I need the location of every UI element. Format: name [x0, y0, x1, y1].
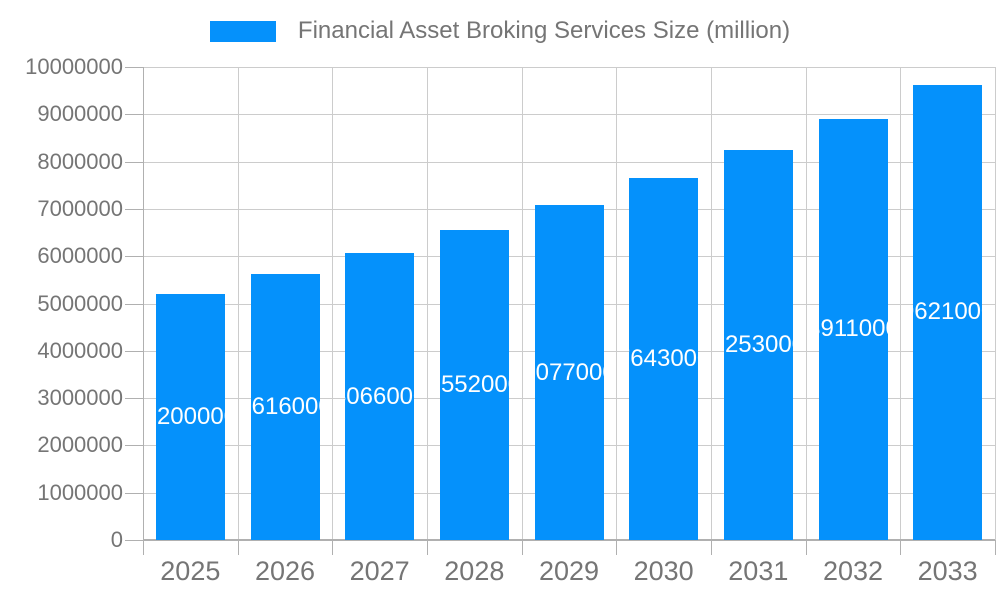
x-axis-label: 2032	[822, 556, 884, 586]
gridline-vertical	[332, 67, 334, 540]
chart-legend: Financial Asset Broking Services Size (m…	[0, 16, 1000, 46]
x-axis-label: 2031	[728, 556, 789, 586]
y-axis-label: 4000000	[37, 337, 123, 363]
bar-value-label: 9621000	[913, 298, 982, 326]
x-axis-line	[143, 539, 995, 541]
bar-2029: 7077000	[534, 205, 604, 540]
x-axis-tick	[900, 540, 902, 555]
x-axis-tick	[711, 540, 712, 555]
x-axis-tick	[805, 540, 807, 555]
y-axis-tick	[125, 445, 143, 447]
y-axis-tick	[125, 67, 143, 68]
y-axis-label: 3000000	[37, 385, 123, 411]
y-axis-label: 2000000	[37, 432, 123, 458]
gridline-horizontal	[143, 67, 995, 68]
gridline-vertical	[805, 67, 807, 540]
y-axis-tick	[125, 114, 143, 116]
gridline-vertical	[237, 67, 239, 540]
legend-label: Financial Asset Broking Services Size (m…	[297, 17, 791, 44]
x-axis-tick	[427, 540, 428, 555]
y-axis-label: 7000000	[37, 195, 123, 221]
bar-value-label: 8253000	[724, 330, 793, 358]
x-axis-tick	[521, 540, 523, 555]
y-axis-tick	[125, 256, 143, 258]
x-axis-label: 2028	[444, 556, 505, 586]
gridline-vertical	[711, 67, 712, 540]
x-axis-label: 2029	[538, 556, 600, 586]
gridline-horizontal	[143, 114, 995, 116]
y-axis-tick	[125, 208, 143, 210]
bar-2030: 7643000	[629, 178, 699, 540]
bar-2025: 5200000	[155, 294, 225, 540]
y-axis-label: 6000000	[37, 243, 123, 269]
bar-value-label: 8911000	[819, 315, 888, 343]
bar-2027: 6066000	[345, 253, 415, 540]
bar-value-label: 5616000	[251, 393, 320, 421]
x-axis-tick	[616, 540, 618, 555]
y-axis-tick	[125, 492, 143, 494]
y-axis-tick	[125, 303, 143, 305]
bar-2026: 5616000	[250, 274, 320, 540]
x-axis-label: 2030	[633, 556, 694, 586]
y-axis-tick	[125, 398, 143, 400]
bar-2032: 8911000	[818, 118, 888, 540]
bar-value-label: 6552000	[440, 371, 509, 399]
y-axis-label: 5000000	[37, 290, 123, 316]
y-axis-tick	[125, 161, 143, 163]
gridline-vertical	[995, 67, 996, 540]
bar-value-label: 6066000	[345, 382, 414, 410]
x-axis-tick	[143, 540, 144, 555]
bar-2033: 9621000	[913, 84, 983, 540]
y-axis-tick	[125, 540, 143, 541]
x-axis-label: 2025	[160, 556, 221, 586]
bar-value-label: 7643000	[629, 345, 698, 373]
gridline-vertical	[427, 67, 428, 540]
bar-2031: 8253000	[723, 149, 793, 540]
gridline-vertical	[900, 67, 902, 540]
y-axis-label: 9000000	[37, 101, 123, 127]
gridline-vertical	[616, 67, 618, 540]
x-axis-label: 2027	[349, 556, 410, 586]
y-axis-label: 1000000	[37, 479, 123, 505]
bar-value-label: 7077000	[535, 358, 604, 386]
gridline-vertical	[521, 67, 523, 540]
x-axis-tick	[332, 540, 334, 555]
x-axis-label: 2033	[917, 556, 978, 586]
x-axis-label: 2026	[254, 556, 316, 586]
y-axis-label: 10000000	[25, 54, 123, 79]
legend-swatch	[209, 20, 276, 42]
bar-value-label: 5200000	[156, 403, 225, 430]
x-axis-tick	[995, 540, 996, 555]
x-axis-tick	[237, 540, 239, 555]
y-axis-label: 8000000	[37, 148, 123, 174]
gridline-horizontal	[143, 161, 995, 163]
bar-2028: 6552000	[439, 230, 509, 540]
y-axis-line	[143, 67, 144, 540]
y-axis-tick	[125, 350, 143, 352]
y-axis-label: 0	[110, 527, 123, 552]
